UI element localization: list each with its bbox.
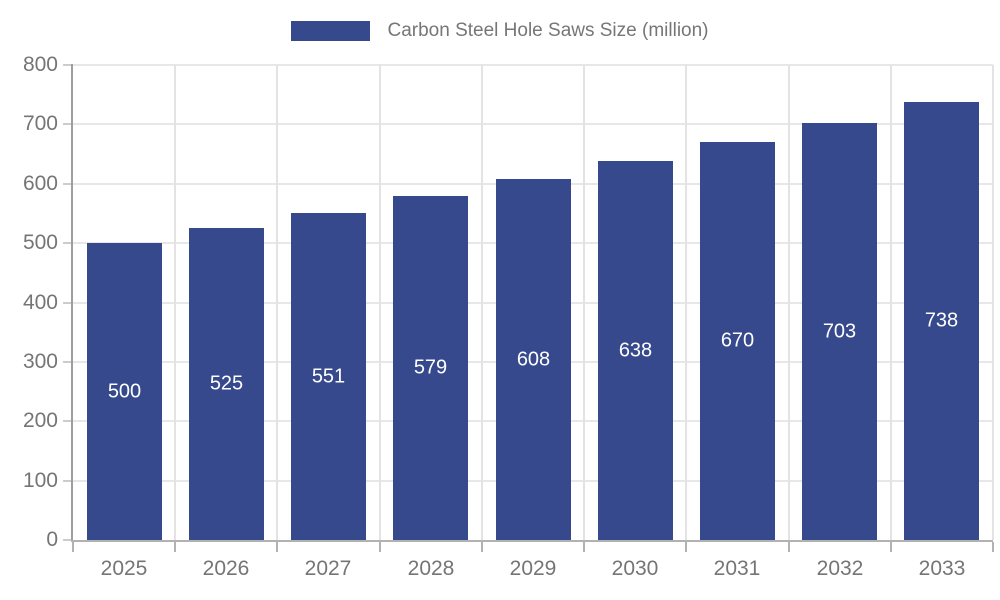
x-axis-tick-label: 2026: [202, 557, 250, 580]
bar-value-label: 703: [822, 320, 857, 342]
x-axis-tick: [276, 542, 278, 552]
legend-swatch: [291, 21, 371, 41]
bar-value-label: 608: [516, 348, 551, 370]
chart-legend: Carbon Steel Hole Saws Size (million): [0, 18, 1000, 44]
y-axis-tick: [63, 420, 71, 423]
bar: 551: [291, 213, 366, 540]
gridline-vertical: [583, 65, 585, 540]
bar: 703: [802, 123, 877, 540]
x-axis-tick: [890, 542, 892, 552]
y-axis-tick-label: 200: [22, 409, 58, 433]
x-axis-tick: [72, 542, 74, 552]
y-axis-tick-label: 700: [22, 112, 58, 136]
gridline-vertical: [379, 65, 381, 540]
y-axis-tick: [63, 123, 71, 126]
plot-area: 500 525 551 579 608 638 670 703 738: [73, 64, 994, 540]
y-axis-tick-label: 500: [22, 231, 58, 255]
bar-value-label: 500: [107, 380, 142, 402]
y-axis-tick: [63, 360, 71, 363]
gridline-vertical: [174, 65, 176, 540]
gridline-vertical: [685, 65, 687, 540]
x-axis-tick: [685, 542, 687, 552]
y-axis-tick-label: 600: [22, 171, 58, 195]
x-axis-tick: [379, 542, 381, 552]
y-axis-tick: [63, 182, 71, 185]
x-axis-tick: [992, 542, 994, 552]
bar: 500: [87, 243, 162, 540]
y-axis-tick: [63, 301, 71, 304]
bar: 608: [496, 179, 571, 540]
gridline-vertical: [992, 65, 994, 540]
bar: 525: [189, 228, 264, 540]
gridline-vertical: [890, 65, 892, 540]
x-axis-tick-label: 2030: [611, 557, 659, 580]
y-axis-tick-label: 100: [22, 468, 58, 492]
x-axis-tick-label: 2031: [713, 557, 761, 580]
bar-value-label: 579: [413, 356, 448, 379]
y-axis-tick: [63, 479, 71, 482]
x-axis-tick: [788, 542, 790, 552]
x-axis-tick: [583, 542, 585, 552]
bar-value-label: 551: [311, 365, 346, 387]
bar-value-label: 638: [618, 339, 653, 361]
x-axis-tick-label: 2033: [918, 557, 966, 580]
y-axis-tick-label: 800: [22, 53, 58, 76]
bar: 738: [904, 102, 979, 540]
gridline-vertical: [481, 65, 483, 540]
x-axis-tick-label: 2028: [407, 557, 455, 580]
x-axis-tick-label: 2032: [816, 557, 864, 580]
y-axis-tick: [63, 242, 71, 245]
x-axis-line: [71, 540, 993, 542]
y-axis-tick: [63, 64, 71, 66]
gridline-horizontal: [73, 123, 993, 126]
y-axis-tick-label: 300: [22, 349, 58, 373]
gridline-horizontal: [73, 64, 993, 66]
bar: 638: [598, 161, 673, 540]
bar: 579: [393, 196, 468, 540]
x-axis-tick: [174, 542, 176, 552]
y-axis-tick-label: 400: [22, 290, 58, 314]
bar: 670: [700, 142, 775, 540]
legend-label: Carbon Steel Hole Saws Size (million): [387, 20, 709, 41]
y-axis-line: [71, 64, 73, 542]
gridline-vertical: [276, 65, 278, 540]
bar-value-label: 670: [720, 329, 755, 352]
x-axis-tick-label: 2025: [100, 557, 148, 580]
bar-value-label: 525: [209, 372, 244, 395]
gridline-vertical: [788, 65, 790, 540]
y-axis-tick-label: 0: [46, 528, 58, 551]
x-axis-tick-label: 2029: [509, 557, 557, 580]
x-axis-tick: [481, 542, 483, 552]
x-axis-tick-label: 2027: [304, 557, 352, 580]
y-axis-tick: [63, 539, 71, 541]
bar-value-label: 738: [924, 309, 959, 332]
